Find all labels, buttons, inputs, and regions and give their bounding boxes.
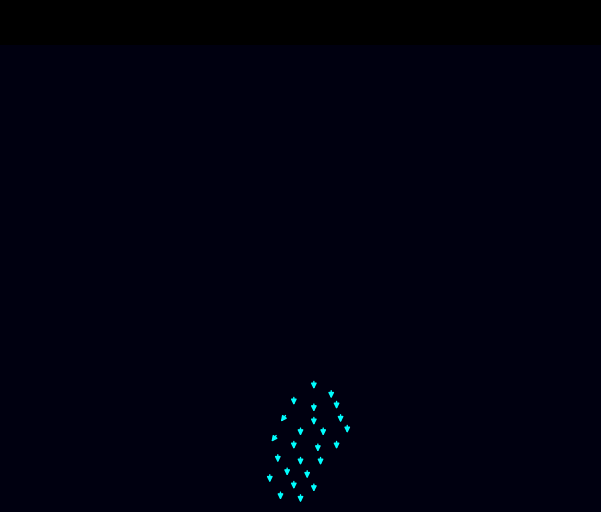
- Text: Secondary Swell energy on Wednesday 13 Nov at 2:30pm IST: Secondary Swell energy on Wednesday 13 N…: [22, 6, 579, 24]
- Text: Arrows show the wind wave direction: Arrows show the wind wave direction: [184, 29, 417, 41]
